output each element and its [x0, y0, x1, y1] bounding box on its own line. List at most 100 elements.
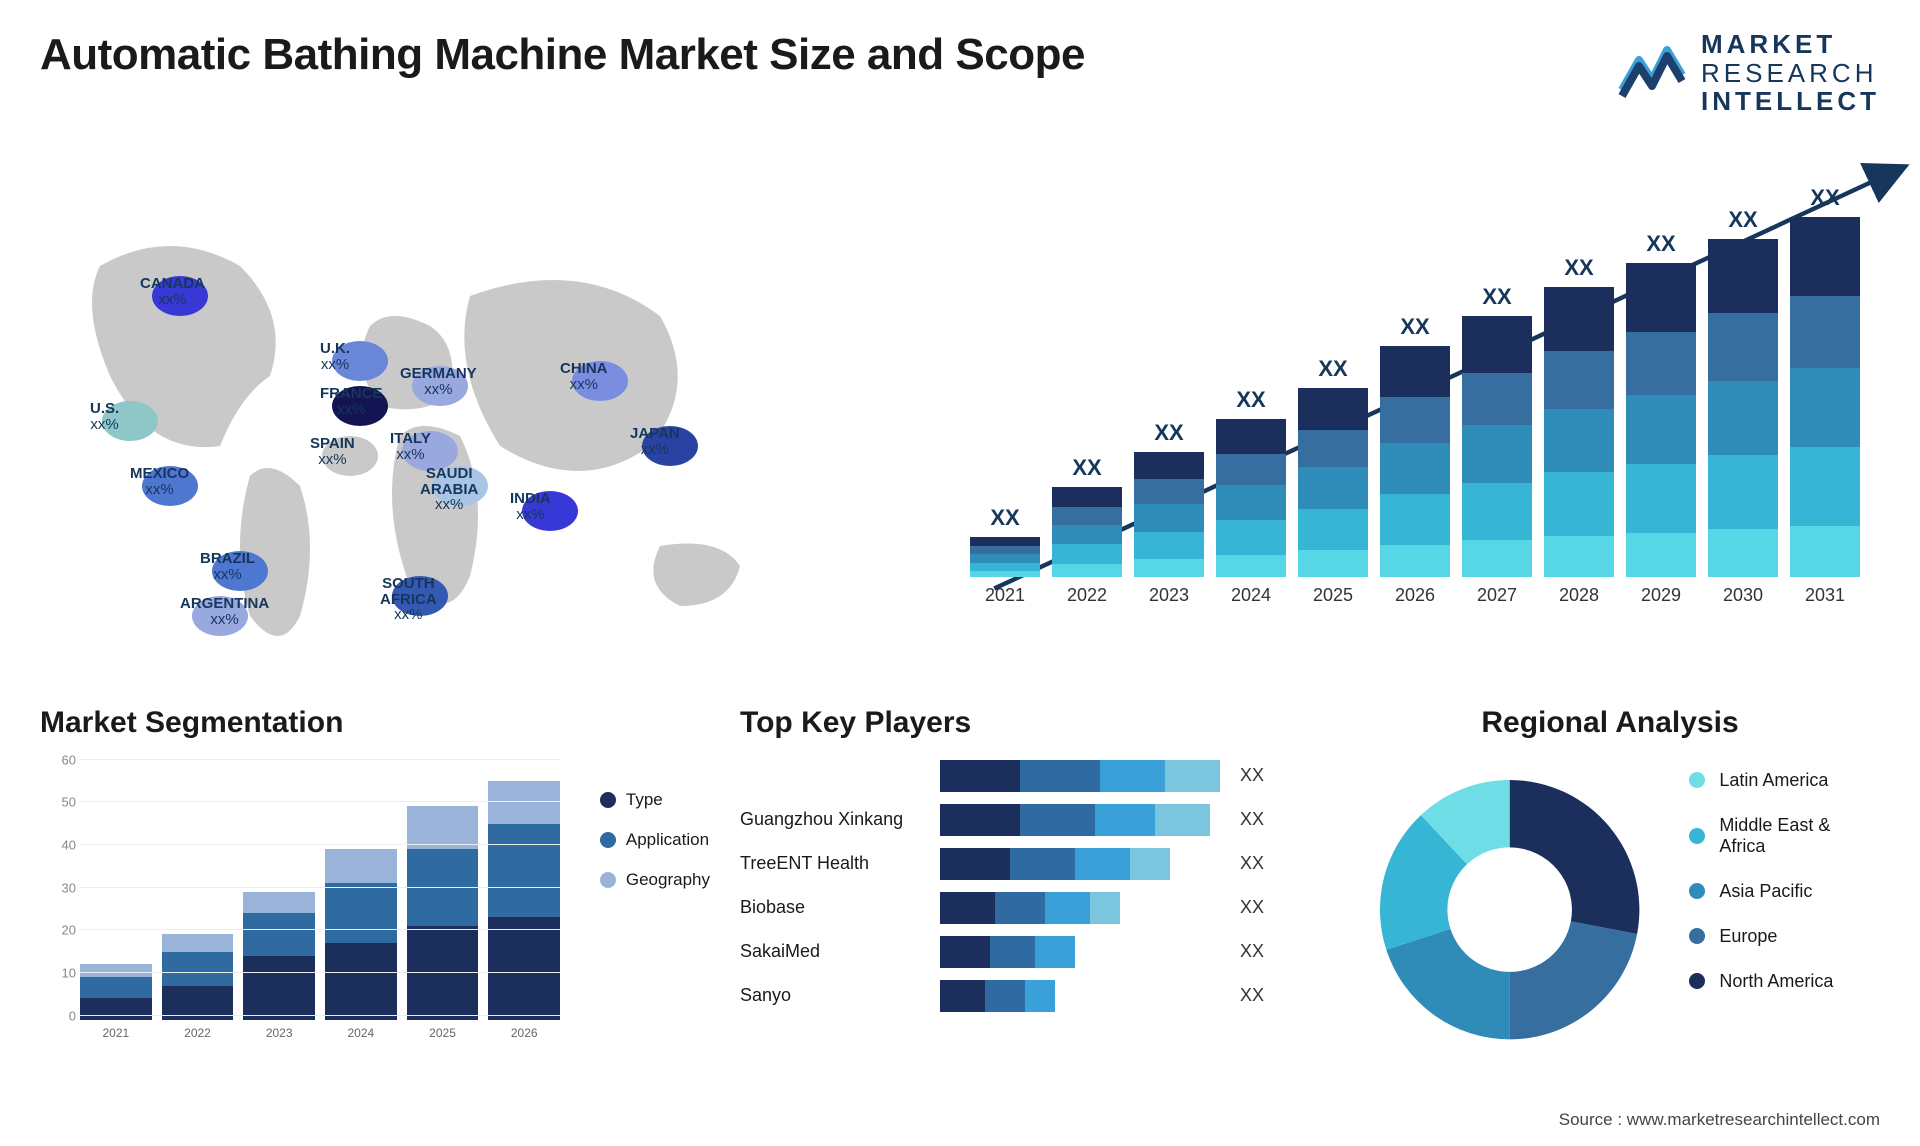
regional-title: Regional Analysis: [1340, 706, 1880, 740]
brand-line3: INTELLECT: [1701, 87, 1880, 116]
growth-bar: XX2030: [1708, 207, 1778, 606]
brand-logo: MARKET RESEARCH INTELLECT: [1617, 30, 1880, 116]
page-title: Automatic Bathing Machine Market Size an…: [40, 30, 1085, 80]
map-label: JAPANxx%: [630, 426, 680, 458]
player-bar: [940, 892, 1120, 924]
player-value: XX: [1240, 765, 1264, 786]
regional-donut-chart: [1360, 760, 1659, 1060]
bar-year-label: 2029: [1641, 585, 1681, 606]
growth-bar: XX 2028: [1544, 255, 1614, 606]
growth-bar: XX 2029: [1626, 231, 1696, 606]
bar-year-label: 2031: [1805, 585, 1845, 606]
key-players-panel: Top Key Players XXGuangzhou XinkangXXTre…: [740, 706, 1300, 1060]
player-bar: [940, 804, 1210, 836]
seg-bar: 2023: [243, 892, 315, 1040]
seg-bar: 2025: [407, 806, 479, 1039]
bar-year-label: 2022: [1067, 585, 1107, 606]
main-growth-chart: XX2021XX2022XX2023XX2024XX2025XX2026XX20…: [950, 146, 1880, 666]
player-bar: [940, 980, 1055, 1012]
player-name: Biobase: [740, 897, 920, 918]
map-label: BRAZILxx%: [200, 551, 255, 583]
seg-year-label: 2022: [184, 1026, 211, 1040]
seg-year-label: 2026: [511, 1026, 538, 1040]
seg-bar: 2024: [325, 849, 397, 1040]
map-label: SOUTHAFRICAxx%: [380, 576, 437, 623]
world-map-svg: [40, 146, 910, 666]
map-label: GERMANYxx%: [400, 366, 477, 398]
bar-year-label: 2026: [1395, 585, 1435, 606]
bar-value-label: XX: [1236, 387, 1265, 413]
player-bar: [940, 936, 1075, 968]
player-bar: [940, 760, 1220, 792]
map-label: FRANCExx%: [320, 386, 383, 418]
legend-item: Geography: [600, 870, 710, 890]
legend-item: Asia Pacific: [1689, 881, 1880, 902]
key-player-row: Guangzhou Xinkang XX: [740, 804, 1300, 836]
map-label: SPAINxx%: [310, 436, 355, 468]
player-value: XX: [1240, 897, 1264, 918]
bar-year-label: 2024: [1231, 585, 1271, 606]
world-map: CANADAxx%U.S.xx%MEXICOxx%BRAZILxx%ARGENT…: [40, 146, 910, 666]
player-name: Sanyo: [740, 985, 920, 1006]
seg-year-label: 2025: [429, 1026, 456, 1040]
bar-value-label: XX: [1728, 207, 1757, 233]
segmentation-title: Market Segmentation: [40, 706, 560, 740]
bar-value-label: XX: [1646, 231, 1675, 257]
bar-value-label: XX: [1482, 284, 1511, 310]
bar-year-label: 2021: [985, 585, 1025, 606]
legend-item: Type: [600, 790, 710, 810]
player-value: XX: [1240, 985, 1264, 1006]
player-bar: [940, 848, 1170, 880]
growth-bar: XX2026: [1380, 314, 1450, 605]
bar-value-label: XX: [1564, 255, 1593, 281]
source-attribution: Source : www.marketresearchintellect.com: [1559, 1110, 1880, 1130]
player-value: XX: [1240, 809, 1264, 830]
player-name: Guangzhou Xinkang: [740, 809, 920, 830]
key-player-row: SakaiMed XX: [740, 936, 1300, 968]
map-label: MEXICOxx%: [130, 466, 189, 498]
bar-value-label: XX: [990, 505, 1019, 531]
brand-mark-icon: [1617, 40, 1687, 105]
player-value: XX: [1240, 941, 1264, 962]
brand-line1: MARKET: [1701, 30, 1880, 59]
growth-bar: XX 2022: [1052, 455, 1122, 606]
bar-year-label: 2027: [1477, 585, 1517, 606]
segmentation-legend: Type Application Geography: [600, 790, 710, 890]
bar-value-label: XX: [1072, 455, 1101, 481]
bar-year-label: 2025: [1313, 585, 1353, 606]
key-player-row: XX: [740, 760, 1300, 792]
player-value: XX: [1240, 853, 1264, 874]
segmentation-panel: Market Segmentation 0102030405060 202120…: [40, 706, 560, 1060]
player-name: SakaiMed: [740, 941, 920, 962]
seg-year-label: 2023: [266, 1026, 293, 1040]
legend-item: Application: [600, 830, 710, 850]
map-label: SAUDIARABIAxx%: [420, 466, 478, 513]
growth-bar: XX 2024: [1216, 387, 1286, 606]
map-label: ITALYxx%: [390, 431, 431, 463]
bar-year-label: 2023: [1149, 585, 1189, 606]
seg-bar: 2026: [488, 781, 560, 1040]
growth-bar: XX 2023: [1134, 420, 1204, 606]
growth-bar: XX 2021: [970, 505, 1040, 605]
legend-item: Europe: [1689, 926, 1880, 947]
key-players-title: Top Key Players: [740, 706, 1300, 740]
legend-item: North America: [1689, 971, 1880, 992]
player-name: TreeENT Health: [740, 853, 920, 874]
regional-panel: Regional Analysis Latin AmericaMiddle Ea…: [1340, 706, 1880, 1060]
regional-legend: Latin AmericaMiddle East & AfricaAsia Pa…: [1689, 770, 1880, 992]
growth-bar: XX2025: [1298, 356, 1368, 606]
key-player-row: Sanyo XX: [740, 980, 1300, 1012]
bar-year-label: 2028: [1559, 585, 1599, 606]
growth-bar: XX 2027: [1462, 284, 1532, 606]
map-label: INDIAxx%: [510, 491, 551, 523]
brand-line2: RESEARCH: [1701, 59, 1880, 88]
legend-item: Latin America: [1689, 770, 1880, 791]
bar-value-label: XX: [1810, 185, 1839, 211]
growth-bar: XX 2031: [1790, 185, 1860, 606]
map-label: CHINAxx%: [560, 361, 608, 393]
key-player-row: TreeENT Health XX: [740, 848, 1300, 880]
segmentation-chart: 0102030405060 202120222023202420252026 T…: [40, 760, 560, 1040]
bar-value-label: XX: [1154, 420, 1183, 446]
seg-bar: 2022: [162, 934, 234, 1039]
seg-year-label: 2024: [348, 1026, 375, 1040]
